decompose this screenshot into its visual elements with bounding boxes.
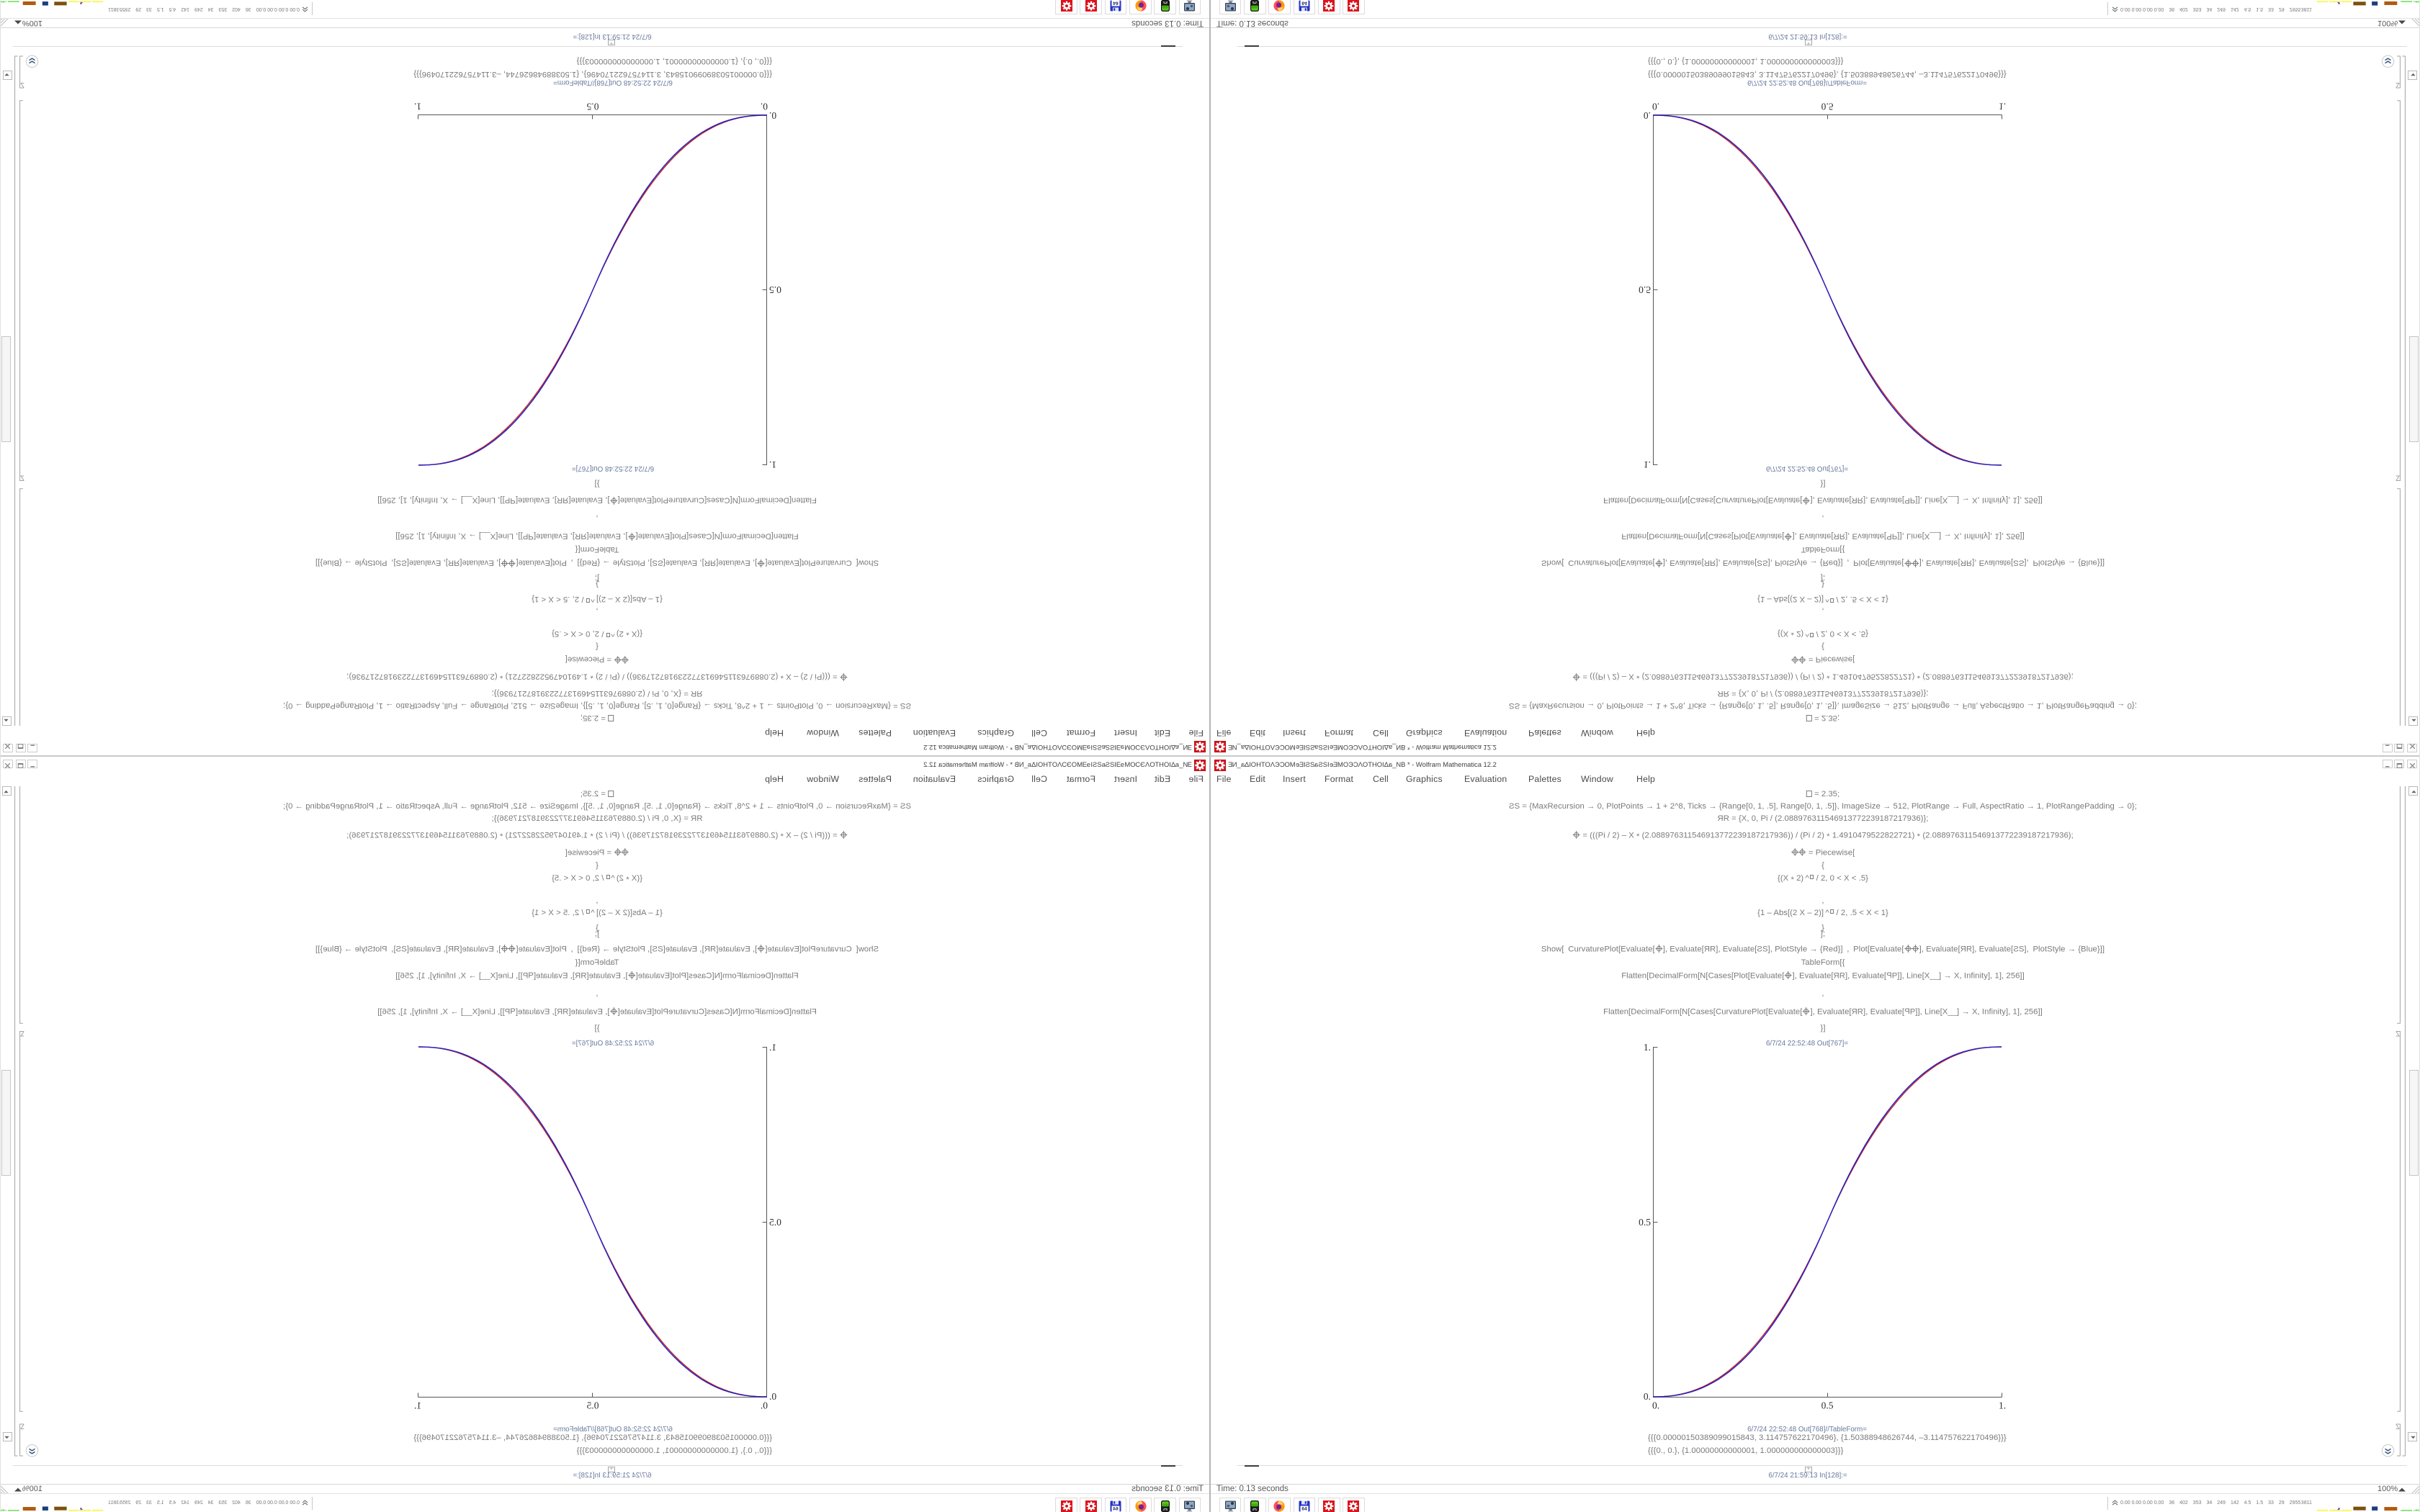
svg-text:0.5: 0.5 bbox=[586, 1400, 599, 1411]
svg-text:1.: 1. bbox=[769, 1042, 776, 1053]
svg-text:0.: 0. bbox=[1644, 110, 1651, 121]
svg-text:0.: 0. bbox=[1652, 1400, 1659, 1411]
svg-text:64: 64 bbox=[1113, 1507, 1119, 1512]
svg-text:0.: 0. bbox=[769, 110, 776, 121]
svg-text:0.: 0. bbox=[1644, 1391, 1651, 1402]
svg-text:0.: 0. bbox=[761, 1400, 768, 1411]
svg-text:1.: 1. bbox=[769, 459, 776, 470]
svg-text:1.: 1. bbox=[1999, 1400, 2006, 1411]
svg-text:0.: 0. bbox=[769, 1391, 776, 1402]
svg-text:0.5: 0.5 bbox=[1639, 1217, 1651, 1228]
svg-text:0.5: 0.5 bbox=[1639, 284, 1651, 295]
svg-text:0.: 0. bbox=[1652, 102, 1659, 112]
svg-text:1.: 1. bbox=[1644, 1042, 1651, 1053]
svg-text:64: 64 bbox=[1113, 0, 1119, 5]
svg-text:0.5: 0.5 bbox=[586, 102, 599, 112]
svg-text:64: 64 bbox=[1301, 1507, 1307, 1512]
svg-text:1.: 1. bbox=[1999, 102, 2006, 112]
svg-text:1.: 1. bbox=[414, 102, 421, 112]
svg-text:0.5: 0.5 bbox=[769, 284, 781, 295]
svg-text:0.: 0. bbox=[761, 102, 768, 112]
svg-text:0.5: 0.5 bbox=[769, 1217, 781, 1228]
svg-text:0.5: 0.5 bbox=[1821, 1400, 1834, 1411]
svg-text:64: 64 bbox=[1301, 0, 1307, 5]
svg-text:1.: 1. bbox=[414, 1400, 421, 1411]
svg-text:0.5: 0.5 bbox=[1821, 102, 1834, 112]
svg-text:1.: 1. bbox=[1644, 459, 1651, 470]
